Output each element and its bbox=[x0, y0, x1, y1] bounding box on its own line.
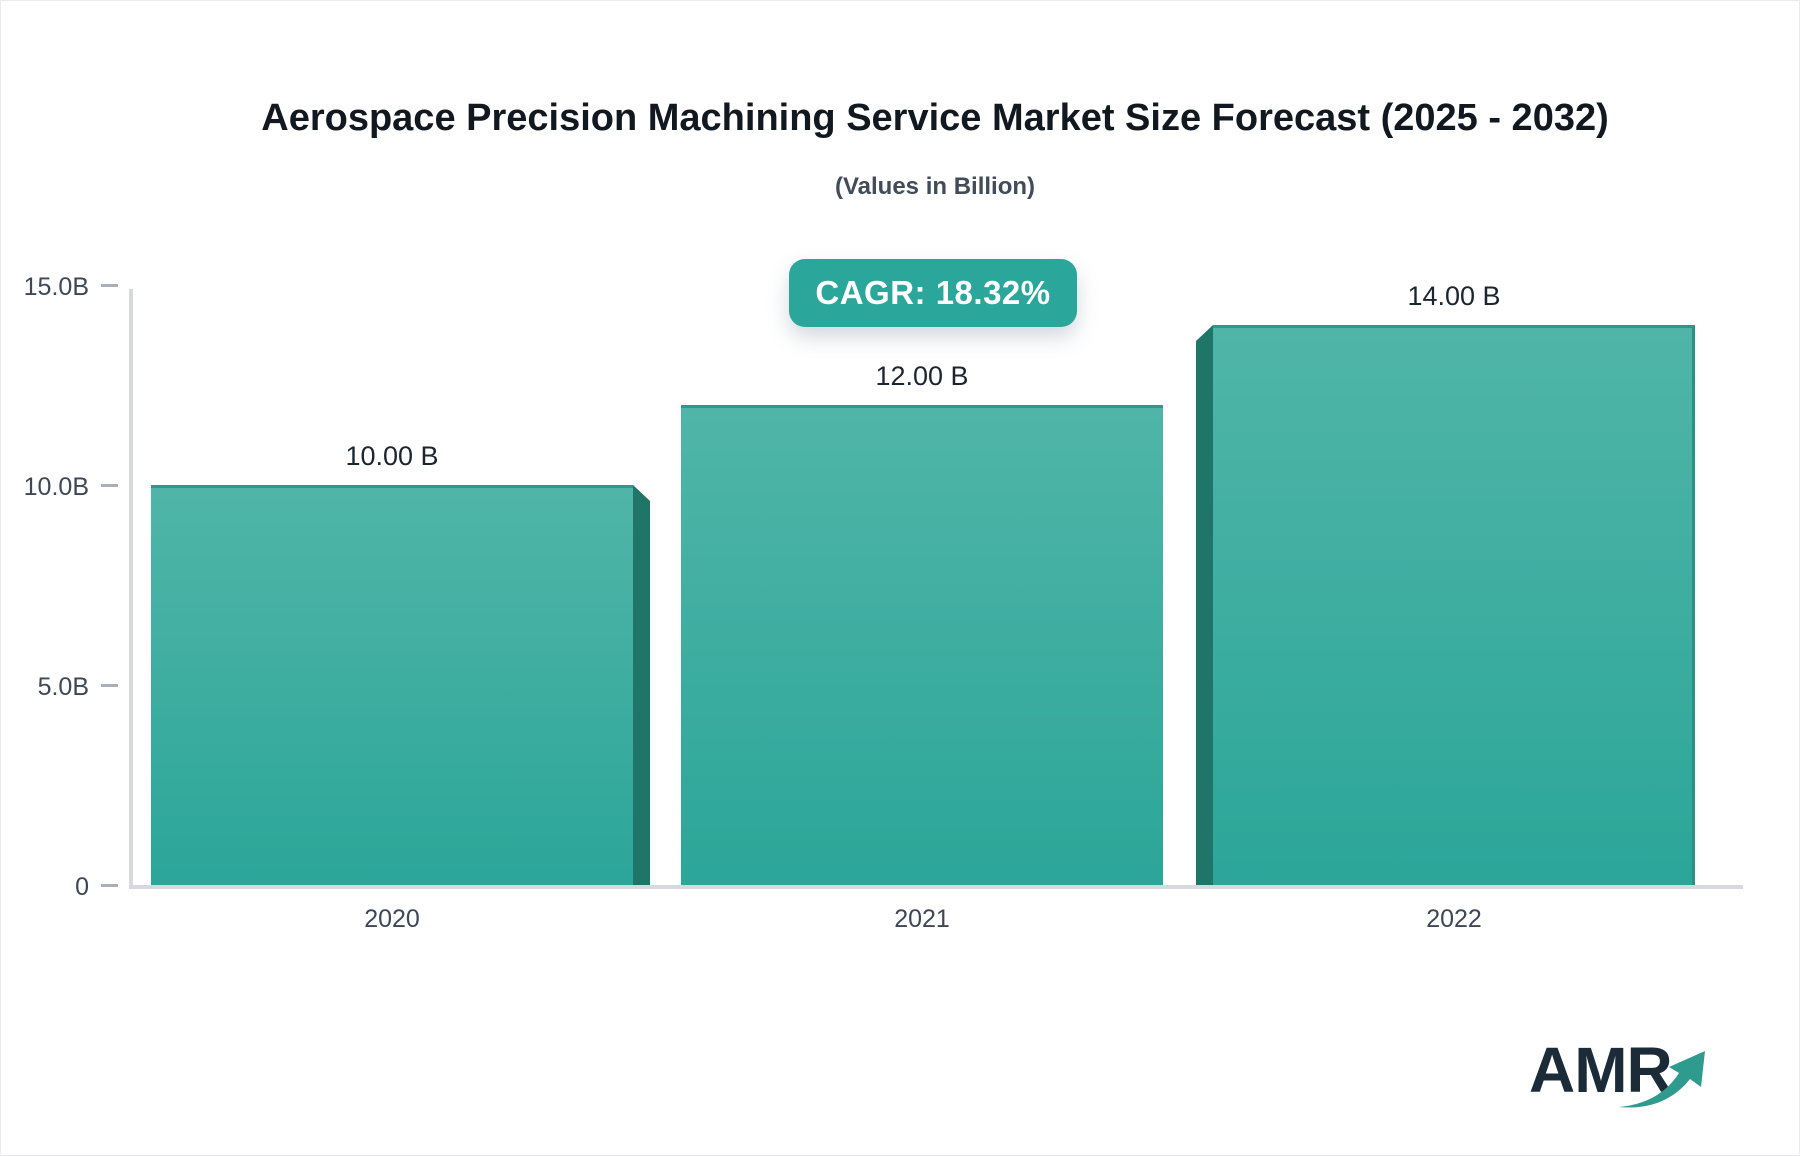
growth-arrow-icon bbox=[1619, 1051, 1705, 1108]
chart-title: Aerospace Precision Machining Service Ma… bbox=[261, 97, 1609, 139]
y-tick-5.0B bbox=[101, 684, 118, 687]
amr-logo-text: AMR bbox=[1529, 1034, 1673, 1106]
y-tick-label-15.0B: 15.0B bbox=[23, 273, 89, 301]
cagr-badge-label: CAGR: 18.32% bbox=[815, 274, 1051, 311]
y-tick-15.0B bbox=[101, 284, 118, 287]
cagr-badge: CAGR: 18.32% bbox=[789, 259, 1077, 327]
chart-subtitle: (Values in Billion) bbox=[834, 173, 1036, 200]
bar-2020 bbox=[151, 485, 633, 885]
y-tick-label-0: 0 bbox=[75, 873, 89, 901]
bar-2022 bbox=[1213, 325, 1695, 885]
bar-side-panel-2020 bbox=[633, 485, 650, 885]
bar-value-label-2022: 14.00 B bbox=[1407, 281, 1501, 311]
y-tick-label-10.0B: 10.0B bbox=[23, 473, 89, 501]
y-axis-line bbox=[129, 289, 133, 889]
bar-value-label-2020: 10.00 B bbox=[345, 441, 439, 471]
x-axis-line bbox=[129, 885, 1743, 889]
bar-value-label-2021: 12.00 B bbox=[875, 361, 969, 391]
x-axis-label-2021: 2021 bbox=[894, 905, 950, 933]
amr-logo: AMR bbox=[1511, 1023, 1751, 1133]
bar-2021 bbox=[681, 405, 1163, 885]
y-tick-10.0B bbox=[101, 484, 118, 487]
y-tick-0 bbox=[101, 884, 118, 887]
y-tick-label-5.0B: 5.0B bbox=[37, 673, 89, 701]
x-axis-label-2022: 2022 bbox=[1426, 905, 1482, 933]
x-axis-label-2020: 2020 bbox=[364, 905, 420, 933]
bar-side-panel-2022 bbox=[1196, 325, 1213, 885]
